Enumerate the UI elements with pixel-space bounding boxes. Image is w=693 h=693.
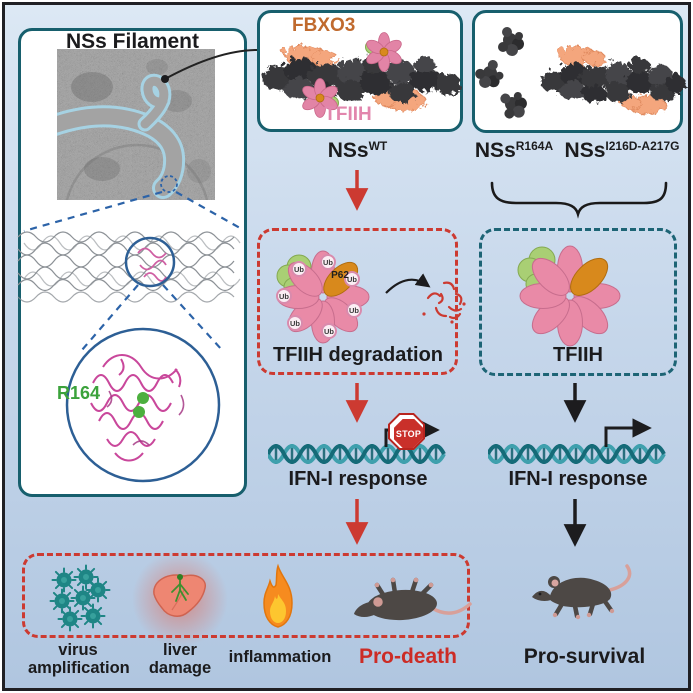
- tfiih-label-top-text: TFIIH: [324, 104, 372, 125]
- ubiquitin-badge: Ub: [287, 315, 303, 331]
- nss-wt-sup: WT: [368, 139, 388, 153]
- ifn-response-right-label: IFN-I response: [488, 468, 668, 490]
- nss-i216d-label: NSsI216D-A217G: [556, 139, 688, 163]
- ub-text: Ub: [294, 264, 304, 274]
- p62-label: P62: [324, 270, 356, 281]
- virus-amplification-text: virus amplification: [28, 641, 130, 678]
- tfiih-degradation-box: [257, 228, 458, 375]
- ifn-left-text: IFN-I response: [288, 468, 428, 490]
- fbxo3-label: FBXO3: [292, 15, 402, 36]
- walking-mouse-icon: [532, 564, 632, 620]
- stop-sign-icon: STOP: [388, 413, 425, 450]
- subunit-zoom-circle: [124, 236, 176, 288]
- ub-text: Ub: [324, 326, 334, 336]
- tfiih-intact-box: [479, 228, 677, 376]
- fbxo3-blob: [282, 43, 424, 109]
- tfiih-intact-flower: [517, 245, 621, 347]
- filament-ribbon-structure: [17, 231, 241, 303]
- ifn-response-left-label: IFN-I response: [268, 468, 448, 490]
- highlighted-subunit-ribbon: [137, 247, 167, 282]
- stop-sign-face: STOP: [394, 419, 423, 448]
- ub-text: Ub: [347, 274, 357, 284]
- ifn-right-text: IFN-I response: [508, 468, 648, 490]
- tfiih-intact-label: TFIIH: [480, 344, 676, 366]
- dna-helix-right: [488, 444, 666, 464]
- nss-i216d-sup: I216D-A217G: [605, 139, 680, 153]
- filament-panel-title-text: NSs Filament: [65, 30, 200, 53]
- nss-monomer-blobs: [470, 27, 533, 124]
- nss-r164a-label: NSsR164A: [464, 139, 564, 163]
- pro-survival-text: Pro-survival: [523, 645, 646, 668]
- nss-filament-blobs: [260, 53, 459, 100]
- ub-text: Ub: [279, 291, 289, 301]
- ubiquitin-badge: Ub: [344, 271, 360, 287]
- dna-helix-left: [268, 444, 446, 464]
- ubiquitin-badge: Ub: [346, 302, 362, 318]
- r164-residue-dot: [137, 392, 149, 404]
- liver-icon: [153, 574, 206, 617]
- stop-sign-text: STOP: [395, 428, 422, 439]
- inflammation-label: inflammation: [220, 648, 340, 666]
- nss-r164a-base: NSs: [474, 139, 516, 162]
- nss-wt-base: NSs: [327, 139, 369, 162]
- mouse-tail: [430, 602, 472, 615]
- p62-label-text: P62: [331, 270, 349, 281]
- tfiih-degradation-text: TFIIH degradation: [273, 344, 443, 366]
- fbxo3-blob: [556, 44, 664, 112]
- virus-amplification-label: virus amplification: [28, 641, 130, 678]
- orange-subunit-petal: [570, 257, 609, 296]
- ub-text: Ub: [349, 305, 359, 315]
- r164-label: R164: [38, 383, 100, 403]
- degraded-fragments: [422, 281, 466, 324]
- dead-mouse-icon: [354, 577, 472, 621]
- fbxo3-label-text: FBXO3: [292, 15, 356, 36]
- ubiquitin-badge: Ub: [321, 323, 337, 339]
- r164-residue-dot: [133, 406, 145, 418]
- nss-wt-filament-complex: [260, 32, 459, 118]
- tfiih-label-top: TFIIH: [303, 104, 393, 125]
- ubiquitin-badge: Ub: [320, 254, 336, 270]
- inflammation-flame-icon: [263, 563, 293, 628]
- nss-r164a-sup: R164A: [515, 139, 554, 153]
- virus-particles-icon: [49, 564, 111, 632]
- r164-label-text: R164: [56, 383, 100, 403]
- nss-monomer-structure-circle: [65, 327, 221, 483]
- p62-subunit-petal: [323, 261, 359, 297]
- mouse-tail: [608, 564, 632, 592]
- tfiih-degradation-label: TFIIH degradation: [258, 344, 458, 366]
- pro-survival-label: Pro-survival: [512, 645, 657, 669]
- pathology-outcomes-box: [22, 553, 470, 638]
- ub-text: Ub: [290, 318, 300, 328]
- nss-mutant-filament: [539, 44, 684, 112]
- filament-panel-title: NSs Filament: [18, 30, 247, 54]
- nss-wt-label: NSsWT: [300, 139, 415, 163]
- ubiquitin-badge: Ub: [276, 288, 292, 304]
- nss-i216d-base: NSs: [564, 139, 606, 162]
- pro-death-label: Pro-death: [348, 645, 468, 669]
- mouse-ear: [371, 595, 385, 609]
- ubiquitin-badge: Ub: [291, 261, 307, 277]
- ub-text: Ub: [323, 257, 333, 267]
- liver-damage-text: liver damage: [148, 641, 212, 678]
- mouse-ear: [551, 579, 559, 587]
- inflammation-text: inflammation: [228, 648, 332, 666]
- tfiih-intact-text: TFIIH: [553, 344, 603, 366]
- nss-filament-blobs: [539, 56, 684, 101]
- pro-death-text: Pro-death: [358, 645, 457, 668]
- liver-damage-label: liver damage: [142, 641, 218, 678]
- em-zoom-circle: [160, 175, 178, 193]
- em-micrograph-image: [57, 49, 215, 200]
- stop-sign-border: STOP: [390, 415, 423, 448]
